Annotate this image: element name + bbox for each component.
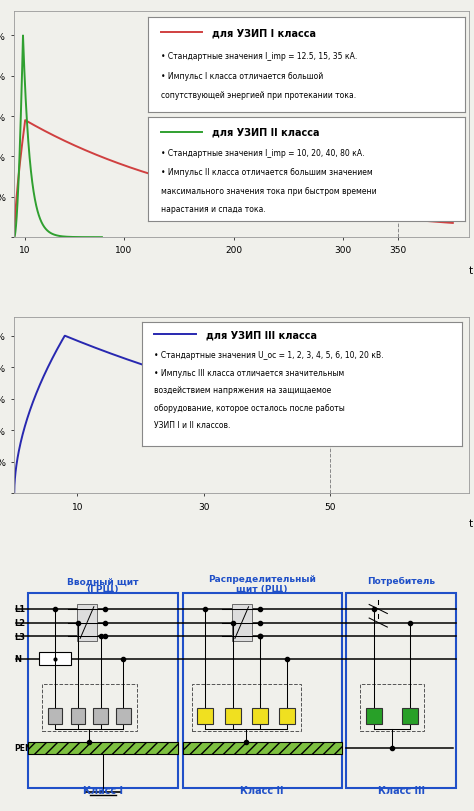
Bar xyxy=(116,709,131,724)
Bar xyxy=(28,742,178,753)
Text: Вводный щит: Вводный щит xyxy=(67,577,139,586)
Bar xyxy=(402,709,418,724)
Text: t, мкс: t, мкс xyxy=(469,266,474,276)
Text: Потребитель: Потребитель xyxy=(367,577,435,586)
Bar xyxy=(225,709,241,724)
Text: Класс II: Класс II xyxy=(240,786,284,796)
Text: N: N xyxy=(14,654,21,663)
Text: (ГРЩ): (ГРЩ) xyxy=(87,584,119,593)
Bar xyxy=(39,652,71,666)
Bar xyxy=(197,709,213,724)
Text: Класс I: Класс I xyxy=(83,786,123,796)
Text: t, мкс: t, мкс xyxy=(469,519,474,529)
Text: Класс III: Класс III xyxy=(377,786,425,796)
Bar xyxy=(366,709,382,724)
Bar xyxy=(182,742,342,753)
Bar xyxy=(48,709,63,724)
Bar xyxy=(231,605,252,641)
Bar xyxy=(42,684,137,732)
Bar xyxy=(71,709,85,724)
Text: L1: L1 xyxy=(14,605,25,614)
Text: щит (РЩ): щит (РЩ) xyxy=(237,584,288,593)
Text: 50%: 50% xyxy=(273,403,293,412)
Bar xyxy=(346,594,456,787)
Bar xyxy=(28,594,178,787)
Text: Распределительный: Распределительный xyxy=(208,574,316,583)
Bar xyxy=(77,605,97,641)
Bar xyxy=(93,709,108,724)
Bar xyxy=(360,684,424,732)
Bar xyxy=(191,684,301,732)
Bar xyxy=(252,709,268,724)
Text: L3: L3 xyxy=(14,632,25,641)
Text: 50%: 50% xyxy=(352,169,372,178)
Text: PEN: PEN xyxy=(14,744,32,753)
Bar xyxy=(182,594,342,787)
Text: L2: L2 xyxy=(14,618,25,627)
Bar xyxy=(279,709,295,724)
